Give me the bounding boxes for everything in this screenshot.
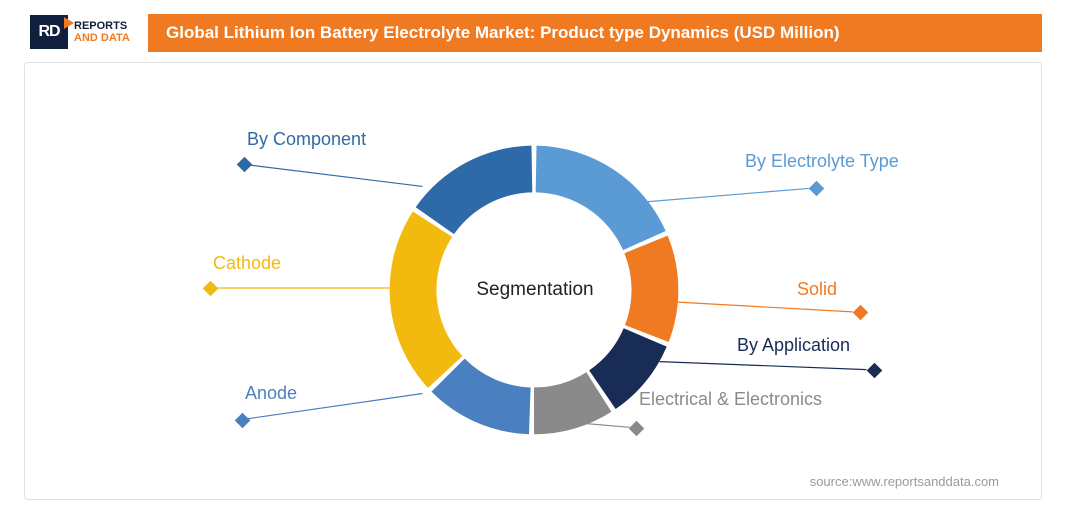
chart-panel: Segmentation source:www.reportsanddata.c…: [24, 62, 1042, 500]
brand-logo: RD REPORTS AND DATA: [30, 10, 148, 54]
donut-segment: [624, 236, 678, 342]
segment-label: Electrical & Electronics: [639, 389, 822, 410]
leader-line: [673, 302, 852, 312]
source-text: source:www.reportsanddata.com: [810, 474, 999, 489]
segment-label: Solid: [797, 279, 837, 300]
segment-label: Anode: [245, 383, 297, 404]
header-title: Global Lithium Ion Battery Electrolyte M…: [166, 23, 840, 43]
segment-label: By Application: [737, 335, 850, 356]
logo-line2: AND DATA: [74, 32, 130, 44]
segment-label: By Component: [247, 129, 366, 150]
segment-label: By Electrolyte Type: [745, 151, 899, 172]
leader-line: [584, 423, 630, 427]
infographic-frame: RD REPORTS AND DATA Global Lithium Ion B…: [0, 0, 1066, 528]
donut-center-label: Segmentation: [445, 279, 625, 301]
leader-line: [659, 362, 866, 370]
leader-line: [245, 165, 422, 187]
leader-line: [640, 188, 809, 202]
segment-label: Cathode: [213, 253, 281, 274]
logo-mark: RD: [30, 15, 68, 49]
logo-line1: REPORTS: [74, 20, 127, 32]
header-bar: Global Lithium Ion Battery Electrolyte M…: [148, 14, 1042, 52]
logo-text: REPORTS AND DATA: [74, 20, 130, 44]
